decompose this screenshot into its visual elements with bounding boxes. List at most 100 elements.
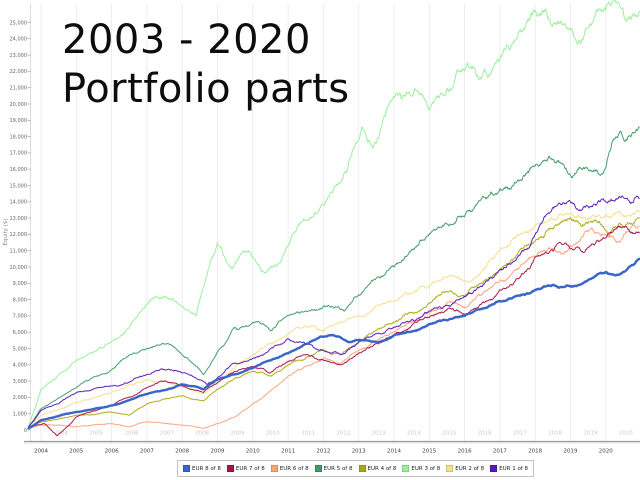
svg-text:2008: 2008 (175, 449, 189, 455)
legend-item-eur-4-of-8[interactable]: EUR 4 of 8 (358, 465, 397, 472)
series-line-eur-7-of-8 (28, 225, 640, 437)
svg-text:1,000: 1,000 (13, 412, 27, 418)
svg-text:25,000: 25,000 (10, 20, 28, 26)
legend-item-eur-3-of-8[interactable]: EUR 3 of 8 (402, 465, 440, 472)
chart-legend: EUR 8 of 8 EUR 7 of 8 EUR 6 of 8 EUR 5 of 8… (177, 460, 534, 477)
svg-text:14,000: 14,000 (10, 200, 28, 206)
svg-text:7,000: 7,000 (13, 314, 27, 320)
legend-item-eur-7-of-8[interactable]: EUR 7 of 8 (226, 465, 265, 472)
svg-text:22,000: 22,000 (10, 69, 28, 75)
svg-text:10,000: 10,000 (10, 265, 28, 271)
legend-label: EUR 4 of 8 (367, 465, 397, 472)
y-axis-title: Equity ($) (3, 219, 9, 246)
svg-text:2015: 2015 (442, 431, 456, 437)
svg-text:15,000: 15,000 (10, 183, 28, 189)
series-line-eur-6-of-8 (28, 224, 640, 429)
svg-text:2006: 2006 (105, 449, 119, 455)
svg-text:2018: 2018 (548, 431, 562, 437)
svg-text:6,000: 6,000 (13, 330, 27, 336)
svg-text:2005: 2005 (89, 431, 103, 437)
legend-item-eur-8-of-8[interactable]: EUR 8 of 8 (183, 465, 221, 472)
svg-text:2013: 2013 (372, 431, 386, 437)
legend-label: EUR 3 of 8 (411, 465, 441, 472)
svg-text:2016: 2016 (458, 449, 472, 455)
legend-item-eur-6-of-8[interactable]: EUR 6 of 8 (270, 465, 309, 472)
svg-text:16,000: 16,000 (10, 167, 28, 173)
svg-text:23,000: 23,000 (10, 53, 28, 59)
svg-text:12,000: 12,000 (10, 232, 28, 238)
svg-text:2007: 2007 (140, 449, 154, 455)
svg-text:17,000: 17,000 (10, 151, 28, 157)
legend-color-chip (402, 465, 410, 472)
legend-item-eur-1-of-8[interactable]: EUR 1 of 8 (490, 465, 528, 472)
svg-text:2020: 2020 (619, 431, 633, 437)
svg-text:13,000: 13,000 (10, 216, 28, 222)
svg-text:2007: 2007 (160, 431, 174, 437)
svg-text:2018: 2018 (528, 449, 542, 455)
svg-text:2009: 2009 (231, 431, 245, 437)
legend-color-chip (226, 465, 234, 472)
svg-text:4,000: 4,000 (13, 363, 27, 369)
svg-text:2019: 2019 (564, 449, 578, 455)
series-line-eur-3-of-8 (28, 0, 640, 427)
legend-label: EUR 5 of 8 (323, 465, 353, 472)
chart-title-line1: 2003 - 2020 (62, 17, 311, 63)
svg-text:2006: 2006 (125, 431, 139, 437)
svg-text:2019: 2019 (584, 431, 598, 437)
legend-color-chip (490, 465, 498, 472)
series-line-eur-8-of-8 (27, 257, 640, 430)
series-line-eur-5-of-8 (28, 126, 640, 428)
legend-color-chip (446, 465, 454, 472)
series-line-eur-2-of-8 (28, 210, 640, 428)
legend-label: EUR 7 of 8 (235, 465, 265, 472)
svg-text:2012: 2012 (336, 431, 350, 437)
svg-text:2011: 2011 (301, 431, 315, 437)
svg-text:2004: 2004 (34, 449, 48, 455)
svg-text:2,000: 2,000 (13, 395, 27, 401)
svg-text:2008: 2008 (195, 431, 209, 437)
svg-text:2016: 2016 (478, 431, 492, 437)
svg-text:21,000: 21,000 (10, 86, 28, 92)
svg-text:2010: 2010 (246, 449, 260, 455)
svg-text:24,000: 24,000 (10, 37, 28, 43)
svg-text:2005: 2005 (69, 449, 83, 455)
svg-text:2017: 2017 (493, 449, 507, 455)
svg-text:5,000: 5,000 (13, 346, 27, 352)
svg-text:0: 0 (24, 428, 27, 434)
svg-text:2004: 2004 (54, 431, 68, 437)
svg-text:8,000: 8,000 (13, 297, 27, 303)
svg-text:2020: 2020 (599, 449, 613, 455)
legend-color-chip (183, 465, 190, 472)
legend-color-chip (358, 465, 366, 472)
svg-text:2015: 2015 (422, 449, 436, 455)
svg-text:2012: 2012 (316, 449, 330, 455)
svg-text:9,000: 9,000 (13, 281, 27, 287)
svg-text:19,000: 19,000 (10, 118, 28, 124)
svg-text:11,000: 11,000 (10, 249, 28, 255)
series-line-eur-1-of-8 (28, 195, 640, 428)
legend-item-eur-5-of-8[interactable]: EUR 5 of 8 (314, 465, 353, 472)
svg-text:20,000: 20,000 (10, 102, 28, 108)
equity-curves (27, 0, 640, 437)
legend-item-eur-2-of-8[interactable]: EUR 2 of 8 (446, 465, 484, 472)
svg-text:2011: 2011 (281, 449, 295, 455)
gridlines (30, 4, 607, 441)
legend-label: EUR 2 of 8 (455, 465, 485, 472)
svg-text:3,000: 3,000 (13, 379, 27, 385)
legend-label: EUR 6 of 8 (279, 465, 309, 472)
legend-color-chip (314, 465, 322, 472)
legend-color-chip (270, 465, 278, 472)
x-axis-line (24, 440, 640, 444)
series-line-eur-4-of-8 (28, 217, 640, 429)
chart-title: 2003 - 2020 Portfolio parts (62, 16, 350, 114)
legend-label: EUR 1 of 8 (499, 465, 528, 472)
svg-text:2014: 2014 (387, 449, 401, 455)
svg-text:18,000: 18,000 (10, 134, 28, 140)
svg-text:2014: 2014 (407, 431, 421, 437)
svg-text:2009: 2009 (211, 449, 225, 455)
legend-label: EUR 8 of 8 (192, 465, 221, 472)
svg-text:2017: 2017 (513, 431, 527, 437)
svg-text:2010: 2010 (266, 431, 280, 437)
x-axis-tick-labels: 2004 2005 2006 2007 2008 2009 2010 2011 2012 2013… (34, 449, 613, 455)
